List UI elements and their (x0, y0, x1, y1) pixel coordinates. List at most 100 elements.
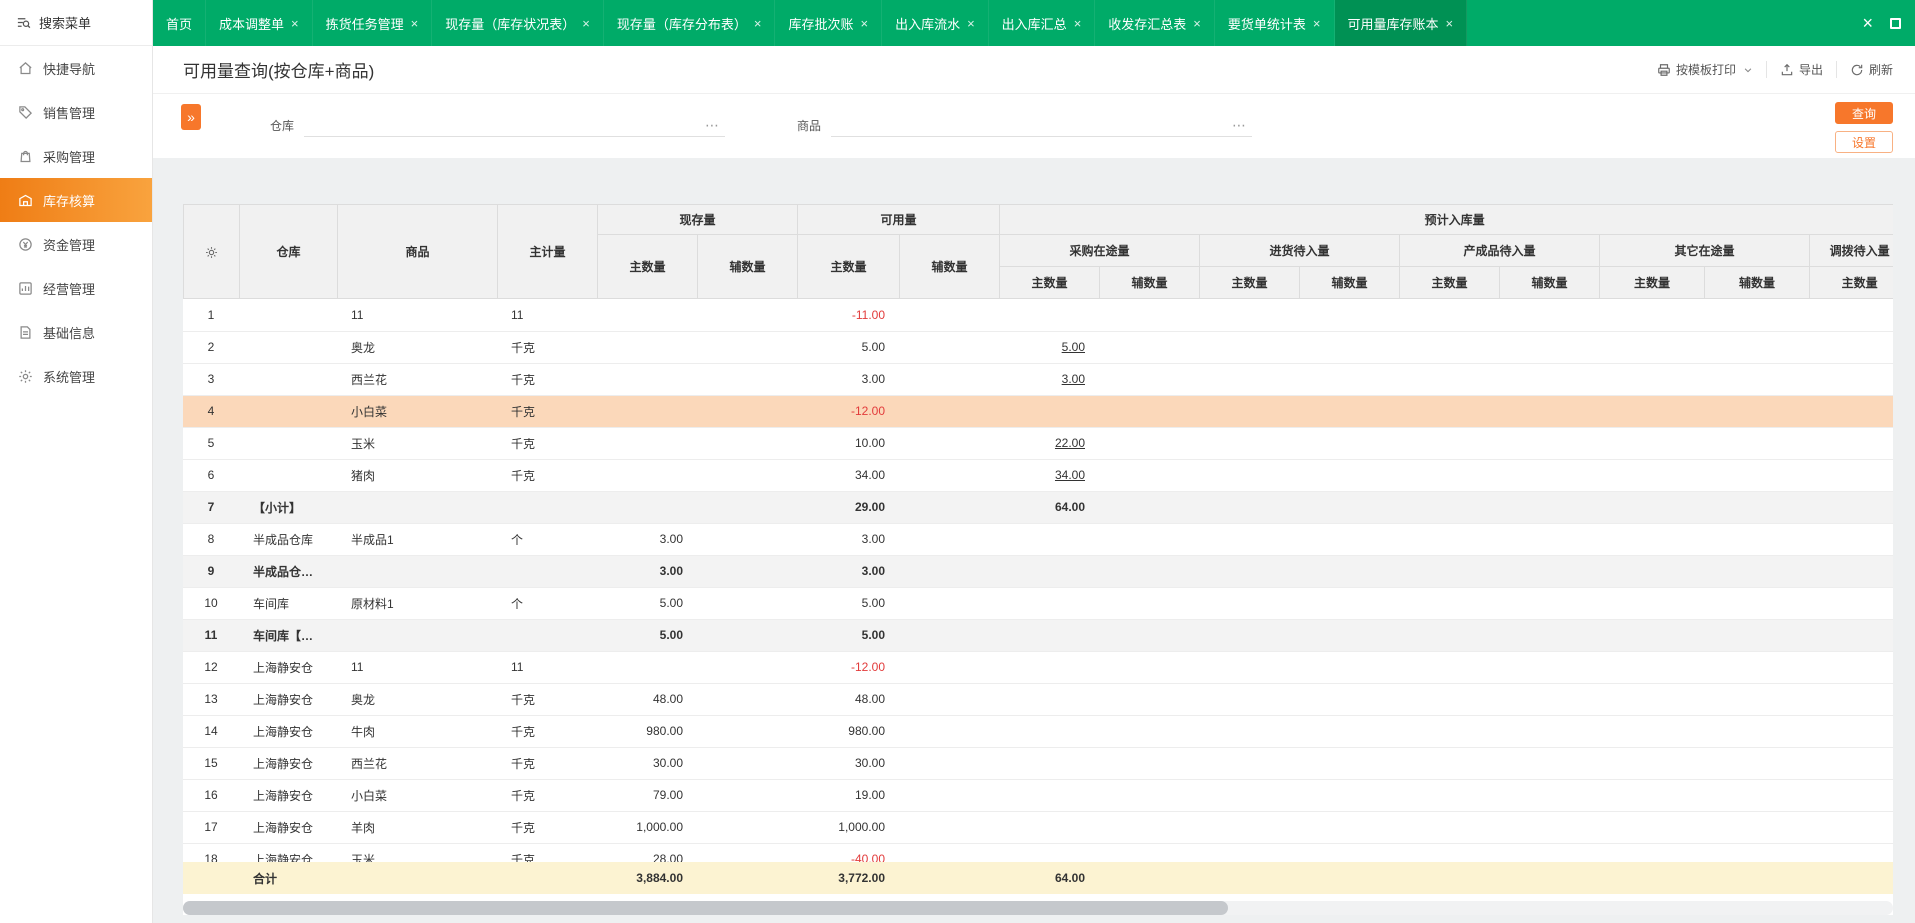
col-header-onhand-main[interactable]: 主数量 (597, 234, 698, 299)
tab-9[interactable]: 要货单统计表 × (1215, 0, 1335, 46)
cell-avail_aux (899, 395, 999, 428)
horizontal-scrollbar[interactable] (183, 901, 1893, 915)
cell-avail_main: -12.00 (797, 395, 899, 428)
col-header-onhand-aux[interactable]: 辅数量 (696, 234, 799, 299)
sidebar-item-7[interactable]: 系统管理 (0, 354, 152, 398)
export-button[interactable]: 导出 (1765, 61, 1836, 78)
table-row-6[interactable]: 6 猪肉 千克 34.00 34.00 (183, 459, 1893, 492)
tab-3[interactable]: 现存量（库存状况表） × (432, 0, 604, 46)
tab-close-icon[interactable]: × (582, 15, 590, 31)
tab-4[interactable]: 现存量（库存分布表） × (604, 0, 776, 46)
print-by-template-button[interactable]: 按模板打印 (1644, 61, 1766, 78)
sidebar-item-5[interactable]: 经营管理 (0, 266, 152, 310)
cell-transfer_main (1809, 459, 1893, 492)
sidebar-item-0[interactable]: 快捷导航 (0, 46, 152, 90)
tab-6[interactable]: 出入库流水 × (882, 0, 989, 46)
cell-warehouse: 上海静安仓 (239, 683, 337, 716)
tab-8[interactable]: 收发存汇总表 × (1095, 0, 1215, 46)
settings-button[interactable]: 设置 (1835, 131, 1893, 153)
sidebar-item-1[interactable]: 销售管理 (0, 90, 152, 134)
tab-close-icon[interactable]: × (1193, 15, 1201, 31)
col-header-seq[interactable] (183, 204, 240, 299)
col-header-main-qty[interactable]: 主数量 (1809, 266, 1893, 299)
table-row-13[interactable]: 13 上海静安仓 奥龙 千克 48.00 48.00 (183, 683, 1893, 716)
total-transfer_main (1809, 862, 1893, 894)
table-row-16[interactable]: 16 上海静安仓 小白菜 千克 79.00 19.00 (183, 779, 1893, 812)
cell-inbound_main (1199, 651, 1299, 684)
tab-5[interactable]: 库存批次账 × (775, 0, 883, 46)
warehouse-input[interactable] (304, 115, 700, 137)
search-menu-button[interactable]: 搜索菜单 (0, 0, 152, 46)
table-row-11[interactable]: 11 车间库【小计】 5.00 5.00 (183, 619, 1893, 652)
sidebar-item-2[interactable]: 采购管理 (0, 134, 152, 178)
table-row-12[interactable]: 12 上海静安仓 11 11 -12.00 (183, 651, 1893, 684)
tab-close-icon[interactable]: × (753, 15, 762, 31)
tab-close-icon[interactable]: × (291, 15, 299, 31)
cell-avail_aux (899, 363, 999, 396)
table-row-3[interactable]: 3 西兰花 千克 3.00 3.00 (183, 363, 1893, 396)
product-input[interactable] (831, 115, 1227, 137)
cell-finished_aux (1499, 331, 1599, 364)
sidebar-item-3[interactable]: 库存核算 (0, 178, 152, 222)
col-header-aux-qty[interactable]: 辅数量 (1704, 266, 1811, 299)
scrollbar-thumb[interactable] (183, 901, 1228, 915)
close-window-icon[interactable]: × (1862, 13, 1873, 33)
table-row-14[interactable]: 14 上海静安仓 牛肉 千克 980.00 980.00 (183, 715, 1893, 748)
tab-close-icon[interactable]: × (1312, 15, 1321, 31)
sidebar-item-4[interactable]: 资金管理 (0, 222, 152, 266)
col-header-product[interactable]: 商品 (337, 204, 498, 299)
table-row-4[interactable]: 4 小白菜 千克 -12.00 (183, 395, 1893, 428)
tab-label: 出入库流水 (895, 16, 961, 32)
tab-close-icon[interactable]: × (967, 15, 975, 31)
sidebar-item-6[interactable]: 基础信息 (0, 310, 152, 354)
tab-2[interactable]: 拣货任务管理 × (313, 0, 433, 46)
table-row-7[interactable]: 7 【小计】 29.00 64.00 (183, 491, 1893, 524)
refresh-button[interactable]: 刷新 (1835, 61, 1893, 78)
tab-7[interactable]: 出入库汇总 × (989, 0, 1096, 46)
purchase-qty-link[interactable]: 22.00 (1054, 436, 1085, 450)
tab-0[interactable]: 首页 (153, 0, 207, 46)
tab-close-icon[interactable]: × (1445, 15, 1454, 31)
col-header-unit[interactable]: 主计量 (497, 204, 598, 299)
table-row-17[interactable]: 17 上海静安仓 羊肉 千克 1,000.00 1,000.00 (183, 811, 1893, 844)
col-header-main-qty[interactable]: 主数量 (1399, 266, 1501, 299)
col-header-aux-qty[interactable]: 辅数量 (1099, 266, 1201, 299)
table-row-1[interactable]: 1 11 11 -11.00 (183, 299, 1893, 332)
table-row-18[interactable]: 18 上海静安仓 玉米 千克 28.00 -40.00 (183, 843, 1893, 862)
tab-label: 收发存汇总表 (1108, 16, 1187, 32)
purchase-qty-link[interactable]: 3.00 (1061, 372, 1085, 386)
purchase-qty-link[interactable]: 34.00 (1054, 468, 1085, 482)
table-row-5[interactable]: 5 玉米 千克 10.00 22.00 (183, 427, 1893, 460)
col-header-aux-qty[interactable]: 辅数量 (1299, 266, 1401, 299)
cell-purchase_aux (1099, 555, 1199, 588)
tab-close-icon[interactable]: × (1073, 15, 1082, 31)
expand-filter-button[interactable]: » (181, 104, 201, 130)
tab-label: 成本调整单 (219, 16, 285, 32)
col-header-main-qty[interactable]: 主数量 (999, 266, 1101, 299)
tab-10[interactable]: 可用量库存账本 × (1334, 0, 1468, 46)
col-header-available-main[interactable]: 主数量 (797, 234, 901, 299)
col-header-aux-qty[interactable]: 辅数量 (1499, 266, 1601, 299)
cell-finished_aux (1499, 843, 1599, 862)
col-header-available-aux[interactable]: 辅数量 (899, 234, 1001, 299)
table-row-15[interactable]: 15 上海静安仓 西兰花 千克 30.00 30.00 (183, 747, 1893, 780)
table-row-10[interactable]: 10 车间库 原材料1 个 5.00 5.00 (183, 587, 1893, 620)
tab-close-icon[interactable]: × (860, 15, 869, 31)
gear-icon[interactable] (205, 246, 218, 259)
purchase-qty-link[interactable]: 5.00 (1061, 340, 1085, 354)
product-picker-button[interactable]: ⋯ (1226, 115, 1253, 137)
tab-1[interactable]: 成本调整单 × (206, 0, 313, 46)
col-header-warehouse[interactable]: 仓库 (239, 204, 338, 299)
tab-close-icon[interactable]: × (410, 15, 419, 31)
total-seq (183, 862, 239, 894)
query-button[interactable]: 查询 (1835, 102, 1893, 124)
table-row-8[interactable]: 8 半成品仓库 半成品1 个 3.00 3.00 (183, 523, 1893, 556)
col-header-main-qty[interactable]: 主数量 (1599, 266, 1706, 299)
warehouse-picker-button[interactable]: ⋯ (699, 115, 726, 137)
table-row-2[interactable]: 2 奥龙 千克 5.00 5.00 (183, 331, 1893, 364)
col-header-main-qty[interactable]: 主数量 (1199, 266, 1301, 299)
fullscreen-icon[interactable] (1890, 17, 1901, 29)
cell-finished_main (1399, 651, 1499, 684)
cell-other_main (1599, 619, 1704, 652)
